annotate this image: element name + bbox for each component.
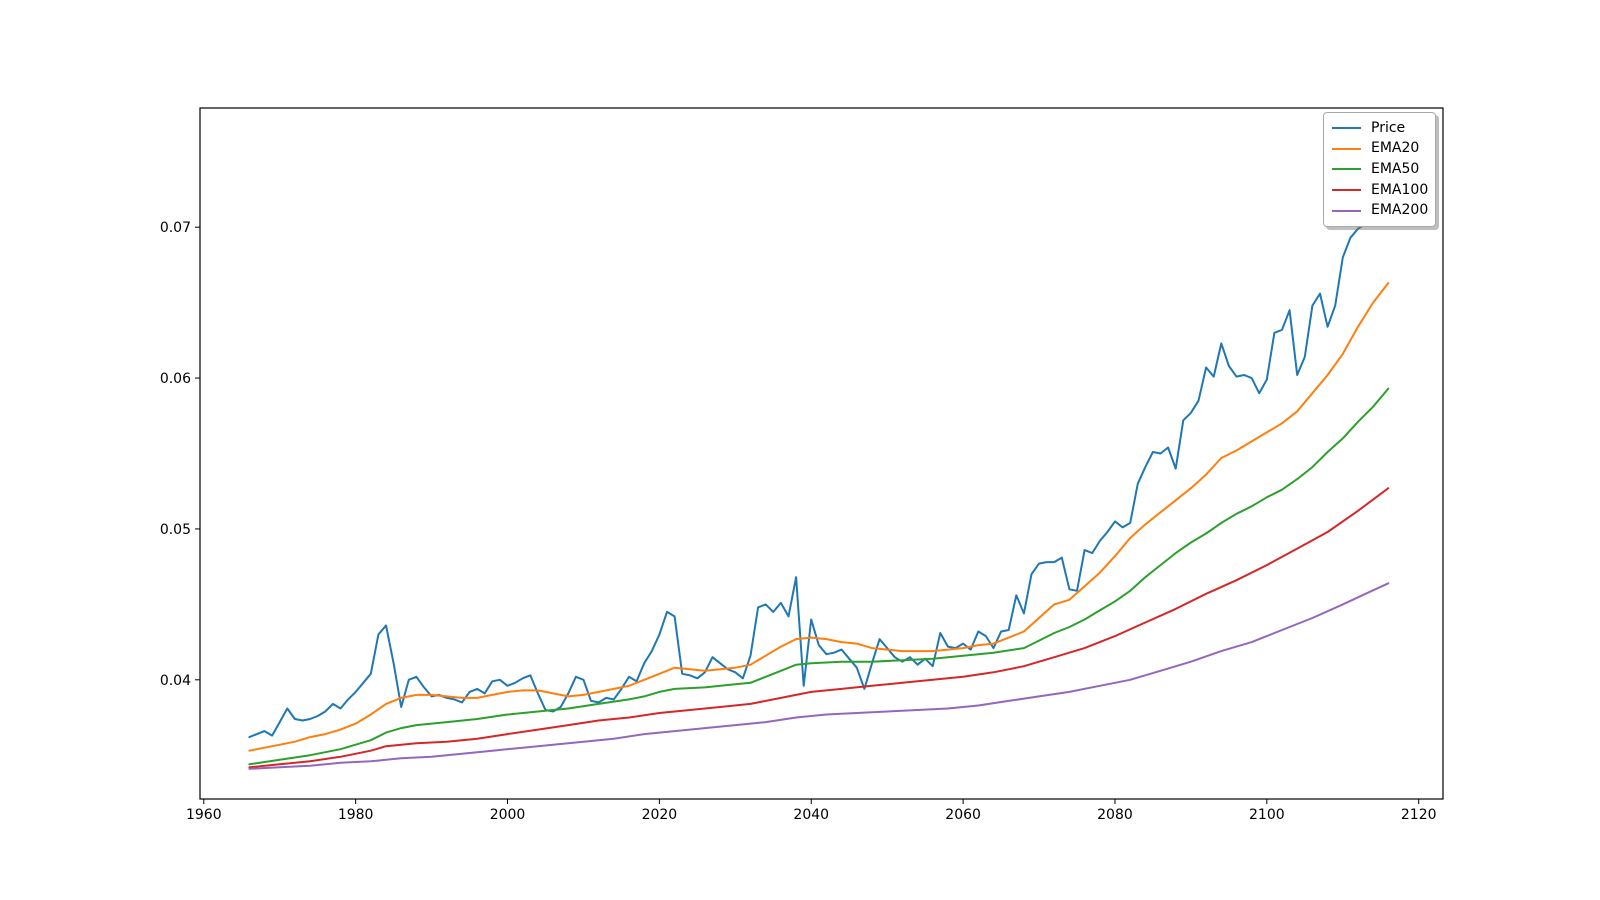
y-tick-label: 0.06 [160,371,191,387]
x-tick-label: 1980 [338,807,374,823]
ema20-line [248,282,1390,752]
x-tick-label: 2040 [793,807,829,823]
legend-entry-ema100: EMA100 [1332,181,1429,200]
legend-entry-label: EMA50 [1371,160,1420,177]
ema100-line-swatch [1332,189,1361,192]
price-line [248,205,1390,739]
legend: Price EMA20 EMA50 EMA100 EMA200 [1323,112,1436,227]
y-tick-label: 0.07 [160,220,191,236]
price-line-swatch [1332,127,1361,130]
legend-entry-label: EMA20 [1371,140,1420,157]
ema50-line-swatch [1332,168,1361,171]
legend-entry-label: EMA200 [1371,202,1429,219]
x-tick-label: 2080 [1097,807,1133,823]
legend-entry-price: Price [1332,119,1429,138]
legend-entry-ema200: EMA200 [1332,201,1429,220]
axes-spines [199,107,1444,800]
legend-entry-label: EMA100 [1371,181,1429,198]
legend-entry-ema50: EMA50 [1332,160,1429,179]
ema50-line [248,387,1390,766]
x-tick-label: 2100 [1249,807,1285,823]
x-tick-label: 2000 [490,807,526,823]
x-tick-label: 1960 [186,807,222,823]
legend-entry-ema20: EMA20 [1332,139,1429,158]
ema200-line-swatch [1332,209,1361,212]
y-tick-label: 0.05 [160,522,191,538]
y-tick-label: 0.04 [160,673,191,689]
ema100-line [248,487,1390,769]
x-tick-label: 2120 [1401,807,1437,823]
x-tick-label: 2020 [642,807,678,823]
x-tick-label: 2060 [945,807,981,823]
ema20-line-swatch [1332,147,1361,150]
ema200-line [248,582,1390,770]
legend-entry-label: Price [1371,119,1406,136]
